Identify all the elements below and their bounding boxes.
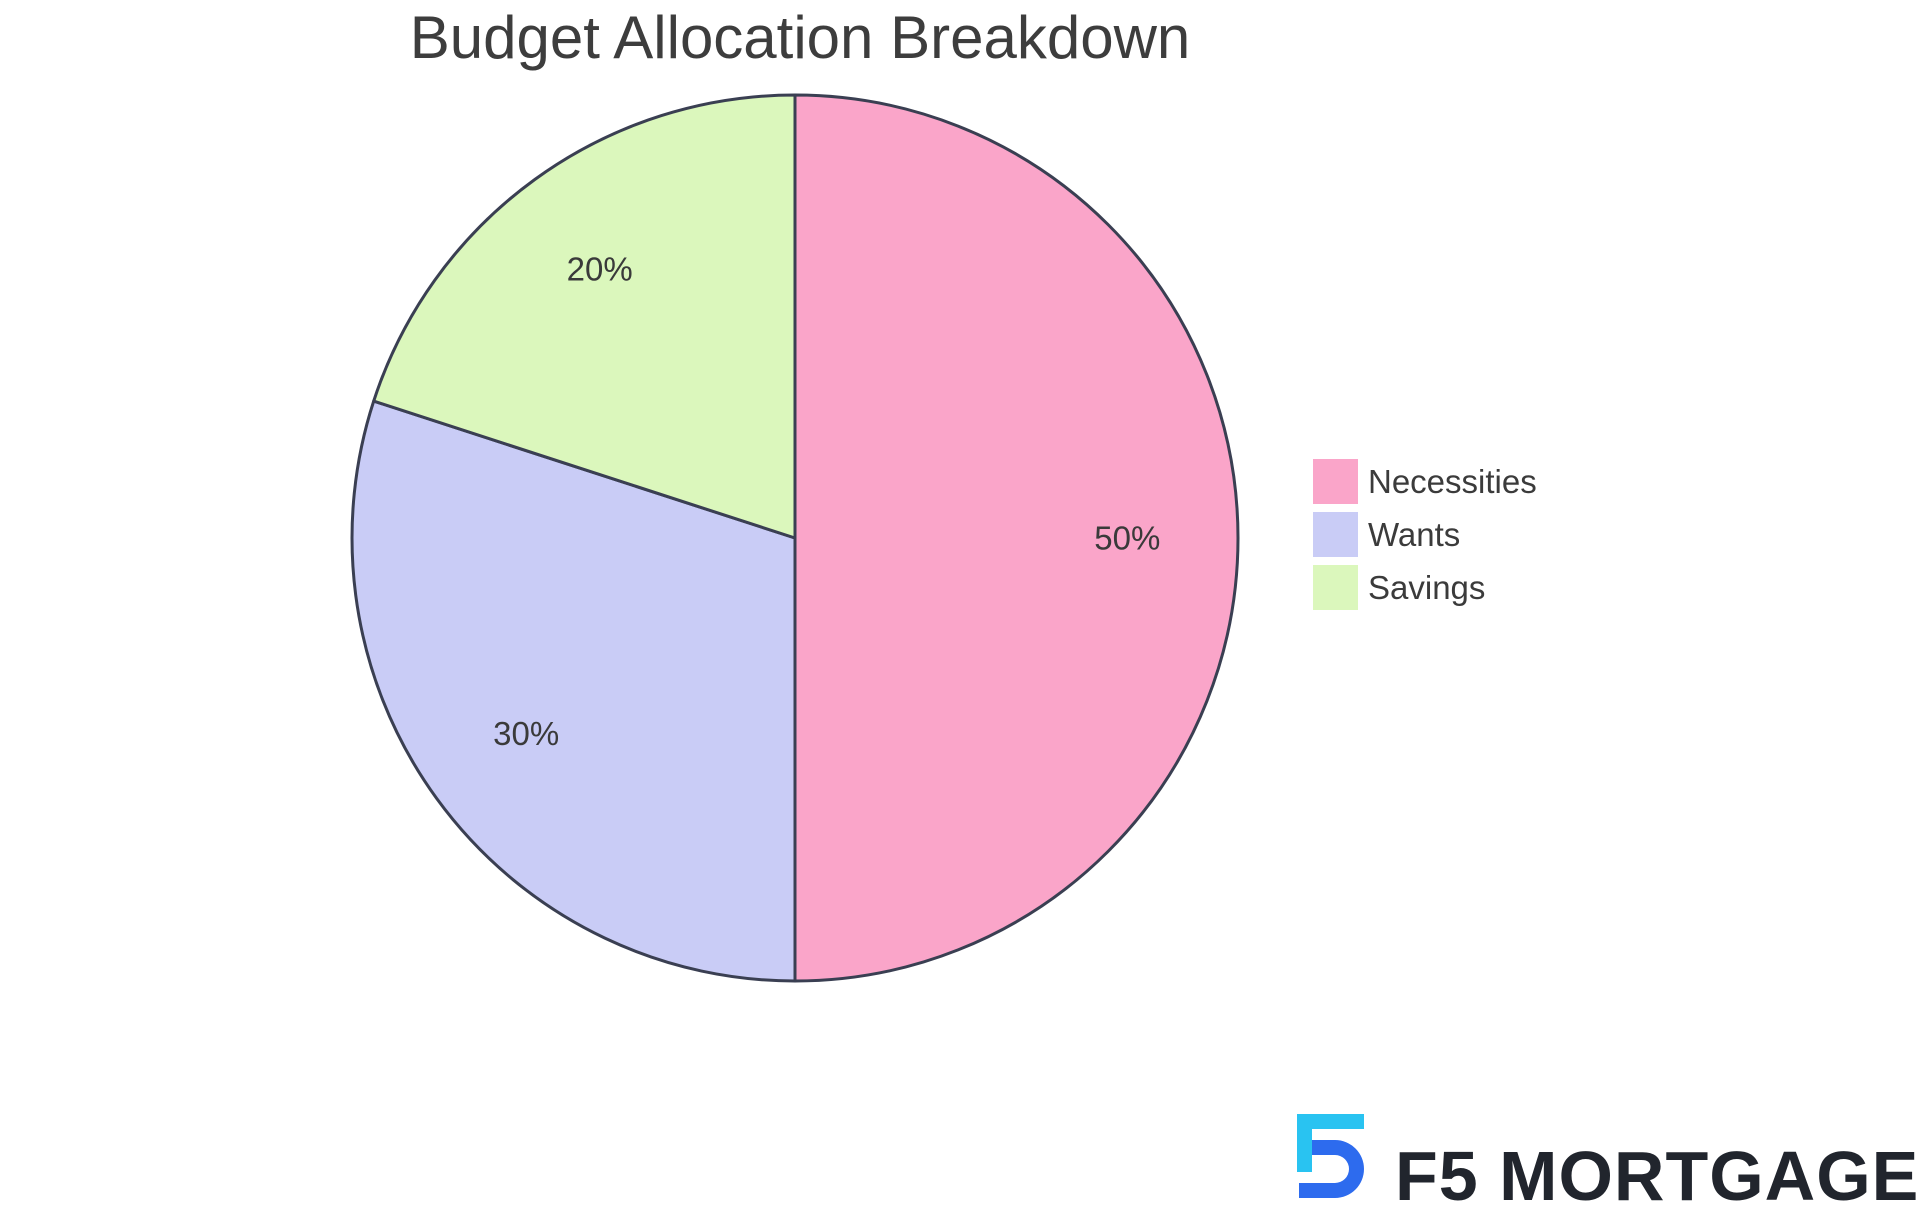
pie-slice-savings [372, 93, 797, 540]
legend-label: Necessities [1368, 463, 1537, 500]
pie-slice-wants [350, 399, 797, 983]
legend-label: Savings [1368, 569, 1486, 606]
logo-icon-cyan-part [1297, 1114, 1364, 1172]
legend-swatch-necessities [1313, 459, 1358, 504]
legend: Necessities Wants Savings [1313, 459, 1537, 618]
legend-item-necessities: Necessities [1313, 459, 1537, 504]
legend-label: Wants [1368, 516, 1461, 553]
f5-logo-icon [1297, 1114, 1364, 1198]
chart-title: Budget Allocation Breakdown [409, 4, 1191, 71]
legend-swatch-savings [1313, 565, 1358, 610]
f5-mortgage-logo: F5 MORTGAGE [1297, 1114, 1919, 1211]
pie-slice-necessities [793, 93, 1240, 983]
legend-item-savings: Savings [1313, 565, 1537, 610]
slice-label-savings: 20% [567, 251, 633, 288]
logo-icon-blue-part [1299, 1140, 1364, 1198]
slice-label-wants: 30% [493, 715, 559, 752]
slice-label-necessities: 50% [1094, 520, 1160, 557]
legend-swatch-wants [1313, 512, 1358, 557]
logo-text: F5 MORTGAGE [1395, 1137, 1920, 1215]
legend-item-wants: Wants [1313, 512, 1537, 557]
